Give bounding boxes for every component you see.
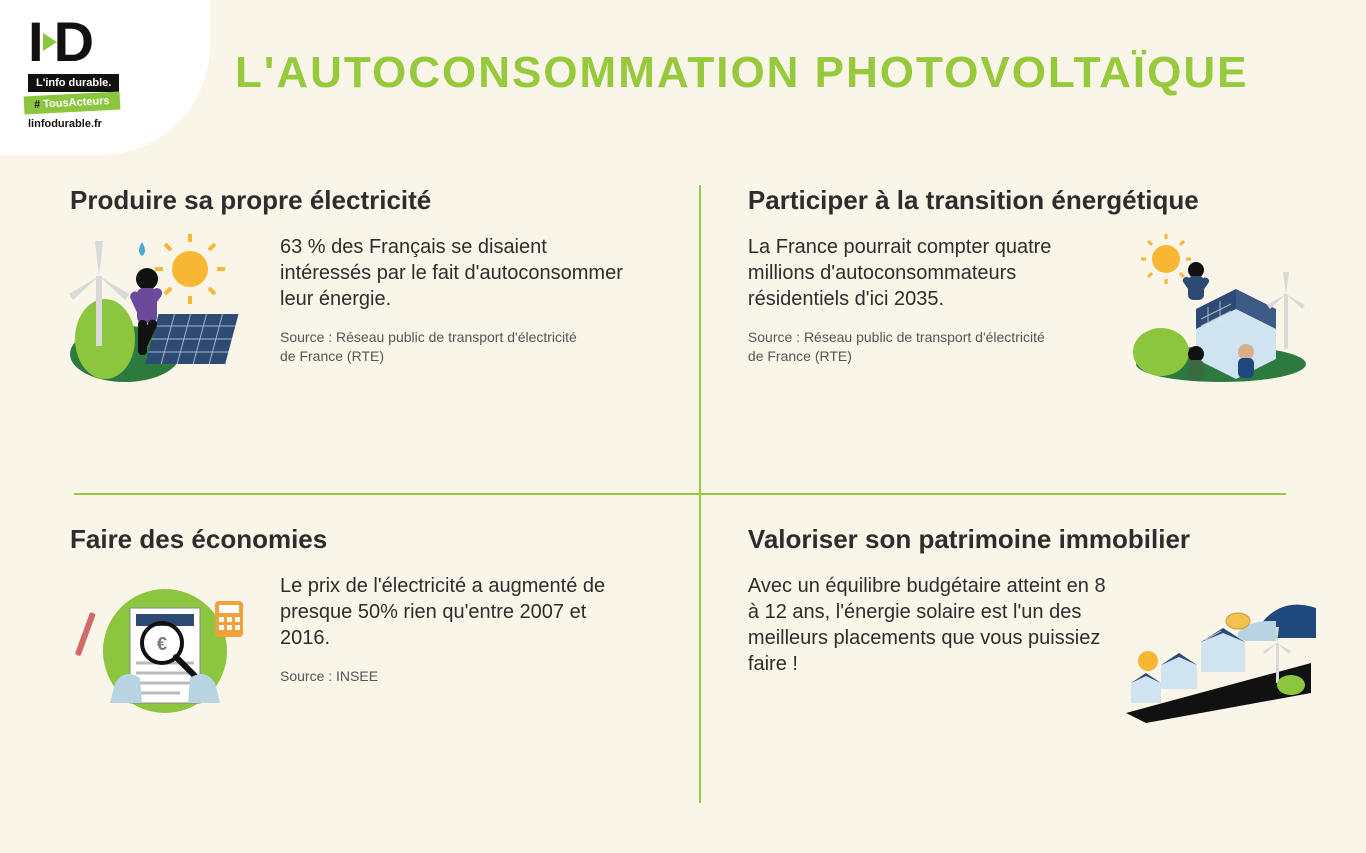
savings-icon: € (70, 573, 260, 723)
panel-body: Avec un équilibre budgétaire atteint en … (748, 573, 1106, 677)
produce-electricity-icon (70, 234, 260, 384)
page-title: L'AUTOCONSOMMATION PHOTOVOLTAÏQUE (235, 48, 1326, 98)
panel-produce-electricity: Produire sa propre électricité (70, 185, 668, 384)
brand-url: linfodurable.fr (28, 118, 210, 130)
panel-heading: Faire des économies (70, 524, 668, 555)
panel-source: Source : Réseau public de transport d'él… (748, 328, 1048, 366)
panel-source: Source : Réseau public de transport d'él… (280, 328, 580, 366)
brand-logo-block: ID L'info durable. TousActeurs linfodura… (0, 0, 210, 155)
property-value-icon (1126, 573, 1316, 723)
panel-body: Le prix de l'électricité a augmenté de p… (280, 573, 640, 651)
panel-body: 63 % des Français se disaient intéressés… (280, 234, 640, 312)
svg-text:€: € (157, 634, 167, 654)
panel-body: La France pourrait compter quatre millio… (748, 234, 1106, 312)
panel-energy-transition: Participer à la transition énergétique (718, 185, 1316, 384)
brand-logo-triangle-icon (43, 33, 57, 51)
panel-grid: Produire sa propre électricité (70, 185, 1316, 813)
panel-heading: Produire sa propre électricité (70, 185, 668, 216)
energy-transition-icon (1126, 234, 1316, 384)
brand-green-tag: TousActeurs (24, 92, 120, 115)
panel-heading: Participer à la transition énergétique (748, 185, 1316, 216)
panel-savings: Faire des économies (70, 524, 668, 813)
brand-logo-id: ID (28, 14, 210, 70)
panel-source: Source : INSEE (280, 667, 580, 686)
divider-horizontal (74, 493, 1286, 495)
panel-property-value: Valoriser son patrimoine immobilier (718, 524, 1316, 813)
brand-black-tag: L'info durable. (28, 74, 119, 92)
panel-heading: Valoriser son patrimoine immobilier (748, 524, 1316, 555)
